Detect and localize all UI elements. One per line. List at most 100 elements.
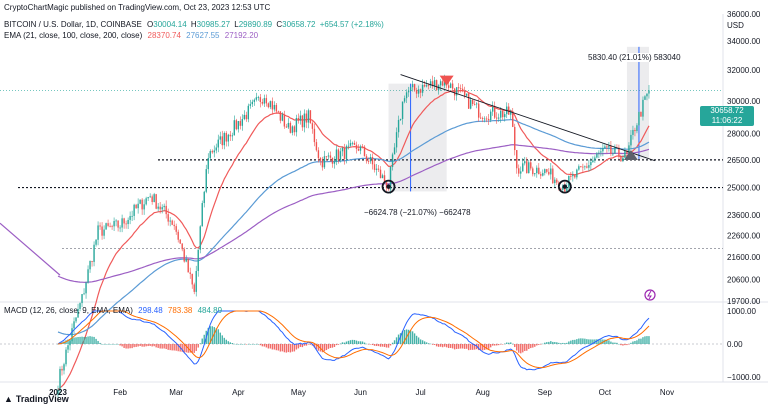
candle <box>530 162 532 169</box>
candle <box>59 368 61 390</box>
candle <box>459 88 462 90</box>
candle <box>105 223 107 230</box>
macd-histogram-bar <box>566 342 568 344</box>
candle <box>207 158 209 170</box>
macd-histogram-bar <box>173 344 175 351</box>
candle <box>552 168 554 184</box>
macd-histogram-bar <box>640 338 642 344</box>
candle <box>131 215 133 217</box>
top-triangle-icon <box>439 75 454 86</box>
candle <box>277 111 280 113</box>
time-tick-label: May <box>291 388 306 397</box>
candle <box>620 156 622 162</box>
macd-histogram-bar <box>279 344 282 352</box>
candle <box>191 273 193 285</box>
candle <box>141 199 143 210</box>
candle <box>345 146 348 160</box>
macd-histogram-bar <box>161 344 163 349</box>
candle <box>608 145 610 148</box>
candle <box>490 111 492 121</box>
macd-histogram-bar <box>283 344 286 353</box>
macd-histogram-bar <box>225 339 227 344</box>
measure-box <box>388 83 447 192</box>
candle <box>347 145 350 147</box>
candle <box>149 196 151 198</box>
candle <box>261 101 264 104</box>
candle <box>89 261 91 270</box>
candle <box>646 93 648 97</box>
candle <box>125 223 127 225</box>
candle <box>488 118 490 121</box>
macd-histogram-bar <box>606 340 608 344</box>
candle <box>327 155 330 157</box>
macd-histogram-bar <box>321 344 324 353</box>
macd-histogram-bar <box>329 344 332 348</box>
macd-histogram-bar <box>357 341 360 344</box>
macd-histogram-bar <box>469 344 472 350</box>
macd-histogram-bar <box>237 344 239 345</box>
candle <box>548 171 550 175</box>
macd-histogram-bar <box>455 344 458 350</box>
macd-histogram-bar <box>538 344 540 345</box>
macd-histogram-bar <box>143 344 145 347</box>
candle <box>355 144 358 149</box>
candle <box>107 223 109 226</box>
macd-tick-label: 1000.00 <box>727 307 756 316</box>
macd-histogram-bar <box>137 344 139 347</box>
macd-histogram-bar <box>401 330 404 344</box>
candle <box>201 203 203 227</box>
ema-legend[interactable]: EMA (21, close, 100, close, 200, close) … <box>4 31 258 40</box>
macd-histogram-bar <box>243 344 246 345</box>
candle <box>217 139 219 148</box>
candle <box>117 220 119 228</box>
candle <box>295 118 298 133</box>
macd-histogram-bar <box>197 344 199 348</box>
candle <box>405 92 408 99</box>
low-value: 29890.89 <box>238 20 273 29</box>
candle <box>223 132 225 146</box>
candle <box>153 194 155 203</box>
candle <box>479 117 482 119</box>
macd-histogram-bar <box>572 339 574 344</box>
macd-histogram-bar <box>345 341 348 344</box>
candle <box>473 104 476 105</box>
candle <box>189 272 191 274</box>
macd-histogram-bar <box>129 344 131 349</box>
open-value: 30004.14 <box>153 20 187 29</box>
macd-histogram-bar <box>361 341 364 344</box>
ema-100-value: 27627.55 <box>186 31 220 40</box>
macd-histogram-bar <box>281 344 284 352</box>
tradingview-logo[interactable]: ▲ TradingView <box>4 394 69 404</box>
macd-histogram-bar <box>303 344 306 346</box>
macd-histogram-bar <box>488 344 490 349</box>
candle <box>512 111 514 127</box>
symbol-legend[interactable]: BITCOIN / U.S. Dollar, 1D, COINBASE O300… <box>4 20 384 29</box>
candle <box>481 118 484 119</box>
macd-histogram-bar <box>79 336 81 344</box>
time-tick-label: Sep <box>538 388 553 397</box>
macd-histogram-bar <box>385 344 388 348</box>
candle <box>301 115 304 128</box>
macd-legend[interactable]: MACD (12, 26, close, 9, EMA, EMA) 298.48… <box>4 306 222 315</box>
candle <box>475 103 478 105</box>
macd-histogram-bar <box>181 344 183 352</box>
candle <box>500 110 502 118</box>
candle <box>349 143 352 146</box>
macd-histogram-bar <box>516 344 518 351</box>
candle <box>504 114 506 118</box>
last-price: 30658.72 <box>710 106 744 115</box>
candle <box>351 142 354 144</box>
candle <box>550 168 552 175</box>
macd-histogram-bar <box>634 340 636 344</box>
price-tick-label: 34000.00 <box>727 37 761 46</box>
candle <box>546 169 548 172</box>
candle <box>187 258 189 273</box>
candle <box>197 249 199 271</box>
price-tick-label: 22600.00 <box>727 232 761 241</box>
alert-bolt-icon <box>647 290 652 300</box>
candle <box>584 166 586 168</box>
macd-histogram-bar <box>145 344 147 347</box>
candle <box>161 207 163 210</box>
macd-histogram-bar <box>71 338 73 344</box>
macd-histogram-bar <box>494 344 496 346</box>
